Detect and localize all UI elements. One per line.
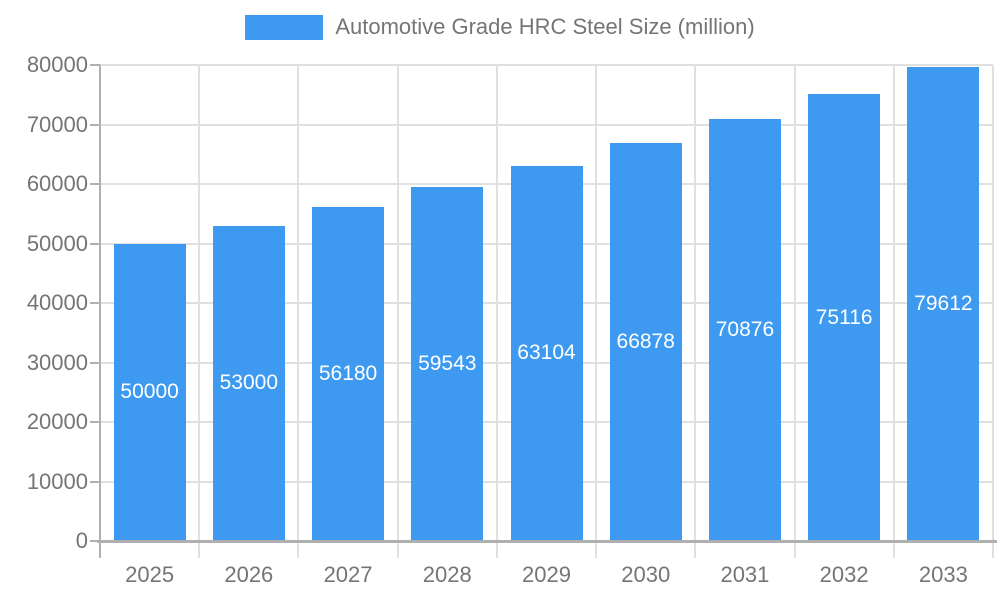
bar-value-label: 59543 xyxy=(418,351,477,375)
y-axis-tick xyxy=(90,540,100,542)
bar-2027: 56180 xyxy=(312,206,385,541)
y-axis-tick xyxy=(90,480,100,483)
y-axis-tick xyxy=(90,361,100,364)
bar-2031: 70876 xyxy=(708,119,781,541)
bar-value-label: 75116 xyxy=(815,305,873,329)
bar-2032: 75116 xyxy=(808,94,881,541)
x-axis-label: 2032 xyxy=(819,562,869,587)
y-axis-tick xyxy=(90,183,100,185)
y-axis-label: 60000 xyxy=(26,171,88,196)
gridline-vertical xyxy=(992,65,994,558)
x-axis-label: 2031 xyxy=(720,562,770,587)
bar-2028: 59543 xyxy=(411,186,484,541)
bar-2025: 50000 xyxy=(113,243,186,541)
y-axis-label: 50000 xyxy=(26,230,88,256)
gridline-vertical xyxy=(198,65,201,558)
bar-value-label: 70876 xyxy=(715,318,775,342)
y-axis-line xyxy=(99,65,101,558)
gridline-vertical xyxy=(396,65,399,558)
y-axis-tick xyxy=(90,64,100,66)
x-axis-label: 2027 xyxy=(323,562,373,587)
y-axis-label: 70000 xyxy=(26,111,88,137)
gridline-vertical xyxy=(793,65,796,558)
gridline-horizontal xyxy=(100,123,993,126)
gridline-vertical xyxy=(495,65,498,558)
y-axis-label: 30000 xyxy=(26,349,88,375)
y-axis-tick xyxy=(90,302,100,304)
x-axis-label: 2033 xyxy=(918,562,968,587)
legend: Automotive Grade HRC Steel Size (million… xyxy=(0,14,1000,40)
y-axis-label: 20000 xyxy=(26,409,88,434)
y-axis-label: 0 xyxy=(75,528,88,553)
legend-label: Automotive Grade HRC Steel Size (million… xyxy=(335,14,755,39)
x-axis-line xyxy=(97,540,997,543)
x-axis-label: 2030 xyxy=(621,562,671,587)
x-axis-label: 2025 xyxy=(125,562,175,587)
gridline-vertical xyxy=(297,65,300,558)
y-axis-tick xyxy=(90,242,100,245)
bar-value-label: 79612 xyxy=(914,292,973,316)
y-axis-tick xyxy=(90,421,100,423)
x-axis-label: 2029 xyxy=(522,562,571,587)
bar-value-label: 56180 xyxy=(318,361,378,385)
gridline-vertical xyxy=(892,65,895,558)
x-axis-label: 2028 xyxy=(422,562,472,587)
bar-value-label: 66878 xyxy=(616,330,675,354)
bar-value-label: 63104 xyxy=(517,341,576,365)
legend-swatch xyxy=(245,14,324,40)
bar-value-label: 53000 xyxy=(219,371,279,395)
bar-2026: 53000 xyxy=(212,225,285,541)
bar-2033: 79612 xyxy=(907,67,980,541)
gridline-horizontal xyxy=(100,64,993,66)
gridline-vertical xyxy=(595,65,598,558)
x-axis-label: 2026 xyxy=(224,562,274,587)
bar-2030: 66878 xyxy=(609,143,682,541)
y-axis-label: 40000 xyxy=(26,290,88,315)
y-axis-tick xyxy=(90,123,100,126)
y-axis-label: 10000 xyxy=(26,468,88,494)
gridline-vertical xyxy=(694,65,697,558)
bar-value-label: 50000 xyxy=(120,380,179,404)
bar-2029: 63104 xyxy=(510,165,583,541)
y-axis-label: 80000 xyxy=(26,52,88,77)
